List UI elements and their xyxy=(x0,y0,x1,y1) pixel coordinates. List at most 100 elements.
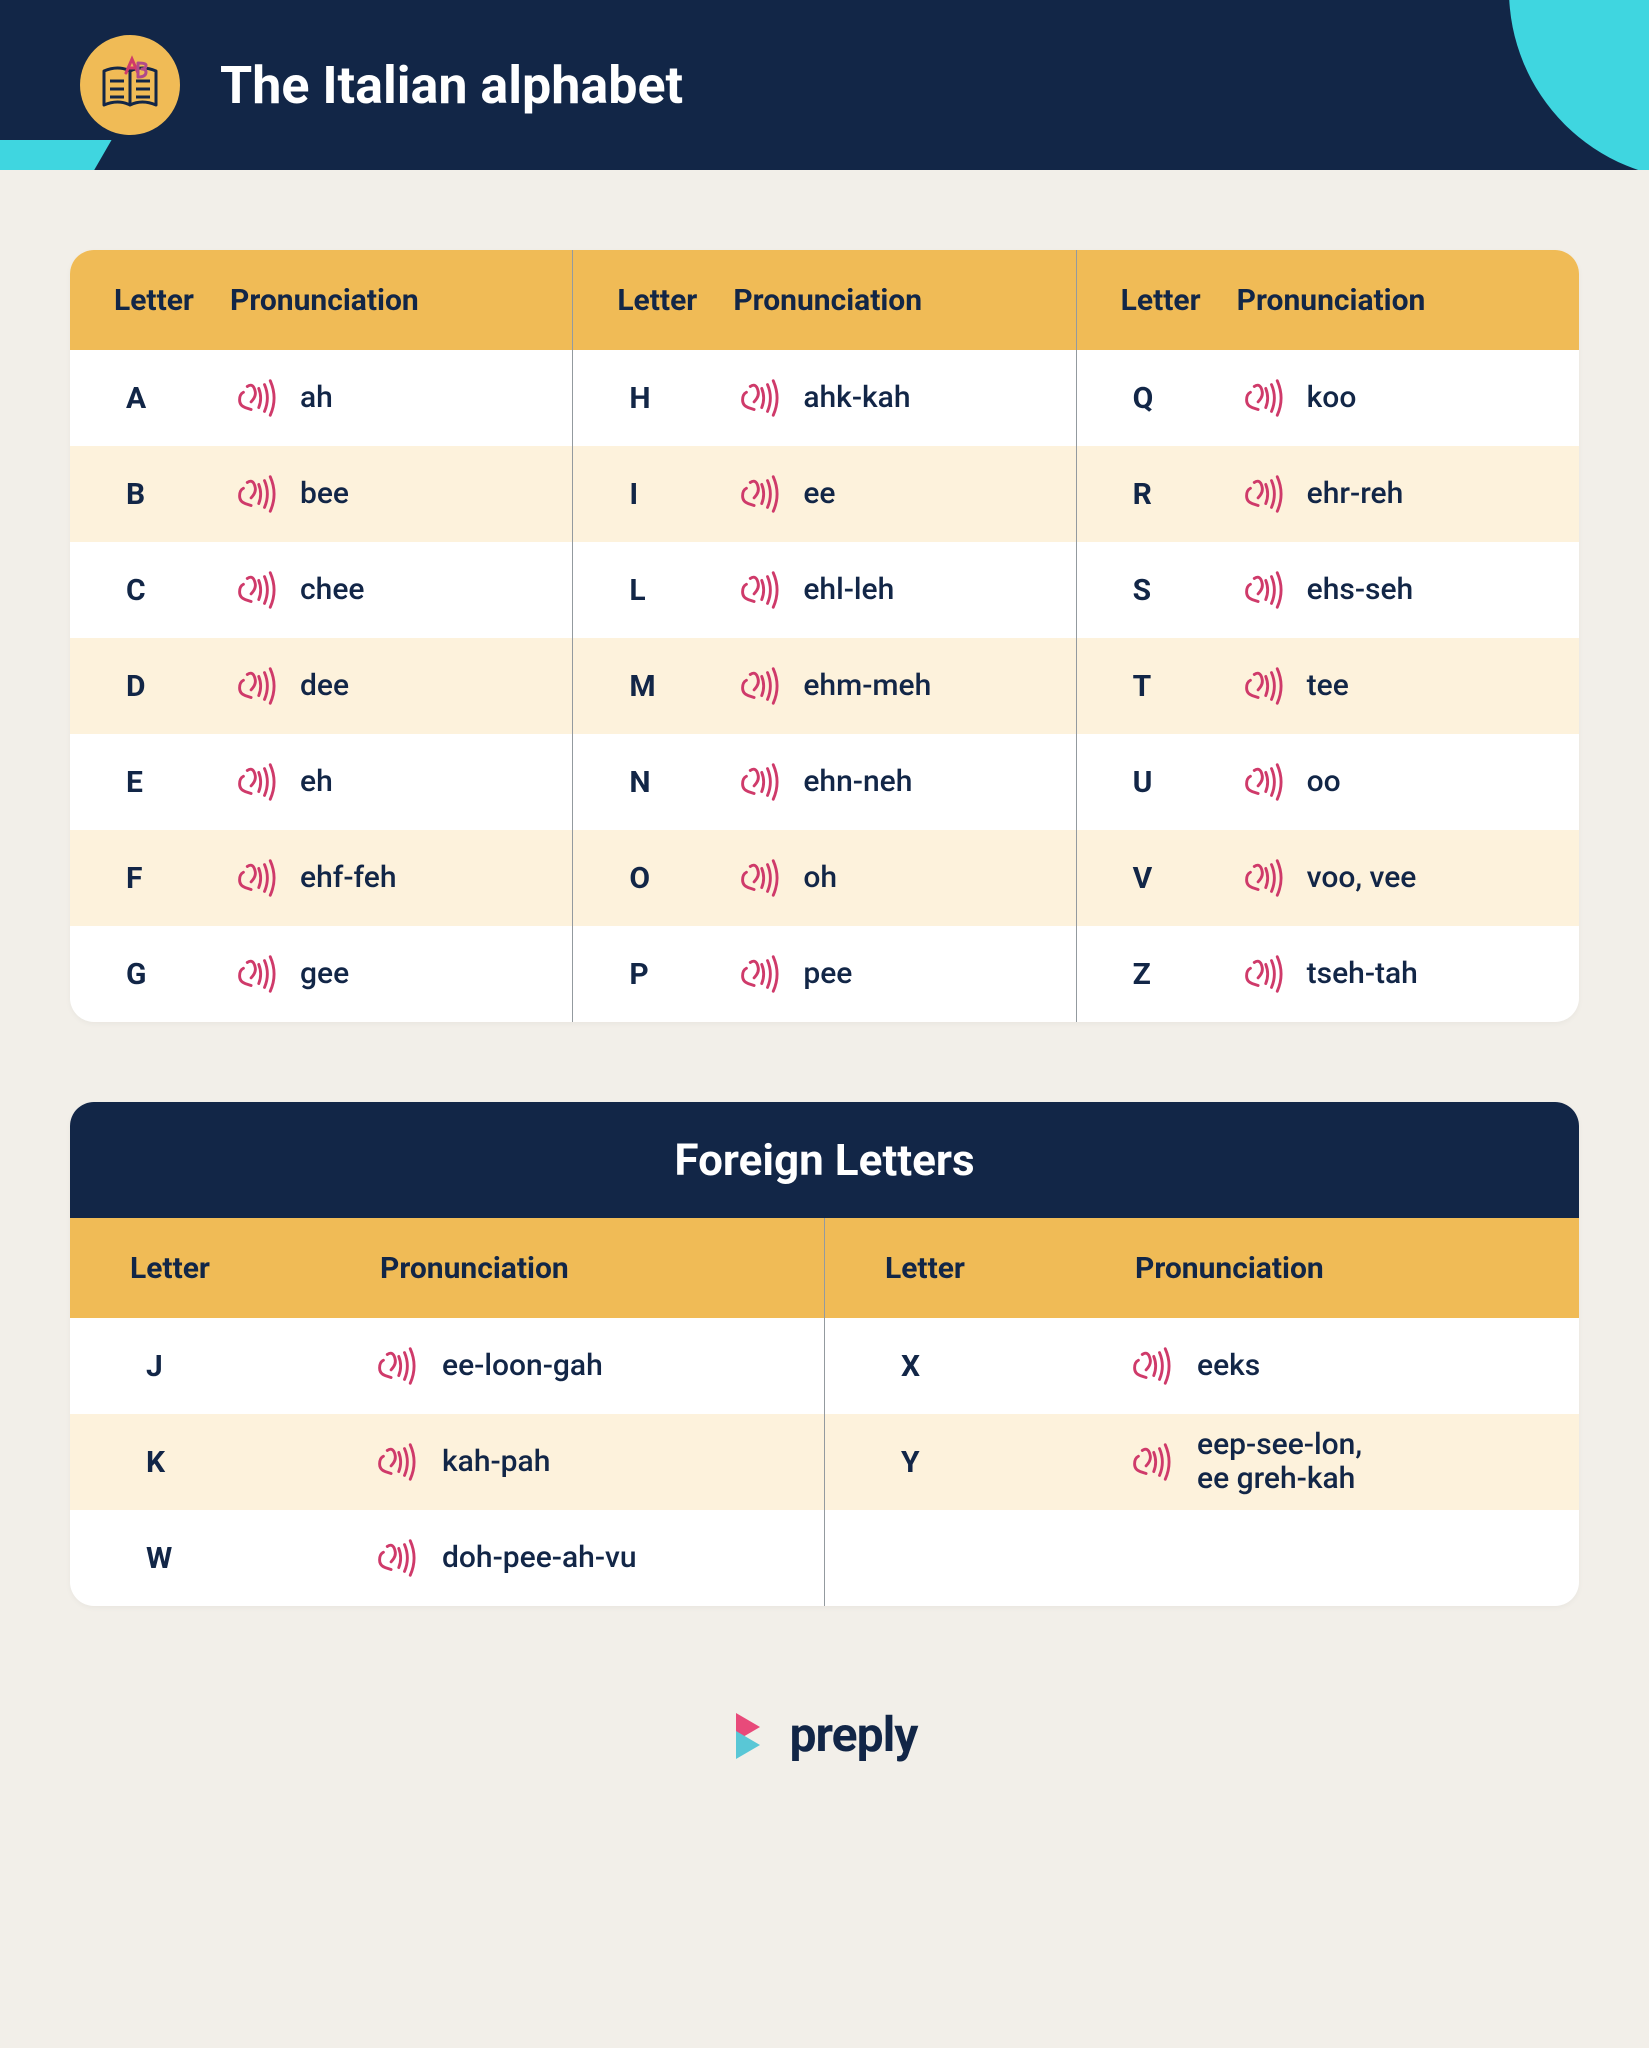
speak-icon[interactable] xyxy=(733,663,779,709)
pronunciation-text: voo, vee xyxy=(1307,861,1417,896)
table-row: Ggee xyxy=(70,926,572,1022)
speak-icon[interactable] xyxy=(230,663,276,709)
speak-icon[interactable] xyxy=(733,375,779,421)
letter-cell: K xyxy=(70,1445,290,1480)
table-row: Lehl-leh xyxy=(573,542,1075,638)
table-row: Rehr-reh xyxy=(1077,446,1579,542)
letter-cell: W xyxy=(70,1541,290,1576)
table-column: LetterPronunciation Qkoo Rehr-reh Sehs-seh T… xyxy=(1076,250,1579,1022)
table-row xyxy=(825,1510,1579,1606)
footer-brand-text: preply xyxy=(790,1706,918,1763)
table-column: LetterPronunciationJee-loon-gahKkah-pahW… xyxy=(70,1218,824,1606)
table-row: Hahk-kah xyxy=(573,350,1075,446)
col-header-pronunciation: Pronunciation xyxy=(290,1251,824,1286)
letter-cell: X xyxy=(825,1349,1045,1384)
speak-icon[interactable] xyxy=(733,759,779,805)
letter-cell: Z xyxy=(1077,957,1237,992)
table-row: Ztseh-tah xyxy=(1077,926,1579,1022)
speak-icon[interactable] xyxy=(230,375,276,421)
foreign-table-title: Foreign Letters xyxy=(70,1102,1579,1218)
pronunciation-cell: ehs-seh xyxy=(1237,567,1579,613)
pronunciation-cell: ehm-meh xyxy=(733,663,1075,709)
letter-cell: S xyxy=(1077,573,1237,608)
pronunciation-text: doh-pee-ah-vu xyxy=(442,1541,637,1576)
speak-icon[interactable] xyxy=(733,951,779,997)
table-row: Mehm-meh xyxy=(573,638,1075,734)
letter-cell: G xyxy=(70,957,230,992)
pronunciation-cell: ehr-reh xyxy=(1237,471,1579,517)
pronunciation-text: ee xyxy=(803,477,835,512)
pronunciation-text: ehs-seh xyxy=(1307,573,1414,608)
col-header-letter: Letter xyxy=(825,1251,1045,1286)
table-row: Wdoh-pee-ah-vu xyxy=(70,1510,824,1606)
pronunciation-cell: ah xyxy=(230,375,572,421)
table-row: Fehf-feh xyxy=(70,830,572,926)
pronunciation-cell: koo xyxy=(1237,375,1579,421)
speak-icon[interactable] xyxy=(1237,663,1283,709)
speak-icon[interactable] xyxy=(1237,567,1283,613)
pronunciation-cell: bee xyxy=(230,471,572,517)
pronunciation-cell: gee xyxy=(230,951,572,997)
col-header-letter: Letter xyxy=(1077,283,1237,318)
pronunciation-text: ehf-feh xyxy=(300,861,397,896)
letter-cell: U xyxy=(1077,765,1237,800)
speak-icon[interactable] xyxy=(370,1439,416,1485)
table-header-row: LetterPronunciation xyxy=(573,250,1075,350)
speak-icon[interactable] xyxy=(370,1535,416,1581)
pronunciation-cell: tee xyxy=(1237,663,1579,709)
speak-icon[interactable] xyxy=(230,759,276,805)
table-header-row: LetterPronunciation xyxy=(70,1218,824,1318)
pronunciation-text: chee xyxy=(300,573,364,608)
pronunciation-cell: oh xyxy=(733,855,1075,901)
letter-cell: E xyxy=(70,765,230,800)
speak-icon[interactable] xyxy=(230,951,276,997)
letter-cell: I xyxy=(573,477,733,512)
table-row: Kkah-pah xyxy=(70,1414,824,1510)
col-header-pronunciation: Pronunciation xyxy=(1045,1251,1579,1286)
pronunciation-text: kah-pah xyxy=(442,1445,550,1480)
speak-icon[interactable] xyxy=(230,855,276,901)
speak-icon[interactable] xyxy=(733,567,779,613)
speak-icon[interactable] xyxy=(1237,855,1283,901)
speak-icon[interactable] xyxy=(1125,1343,1171,1389)
speak-icon[interactable] xyxy=(1125,1439,1171,1485)
col-header-pronunciation: Pronunciation xyxy=(733,283,1075,318)
speak-icon[interactable] xyxy=(1237,759,1283,805)
pronunciation-text: oh xyxy=(803,861,837,896)
pronunciation-text: tee xyxy=(1307,669,1349,704)
table-column: LetterPronunciationHahk-kahIeeLehl-lehMe… xyxy=(572,250,1075,1022)
letter-cell: R xyxy=(1077,477,1237,512)
speak-icon[interactable] xyxy=(1237,375,1283,421)
pronunciation-cell: eh xyxy=(230,759,572,805)
speak-icon[interactable] xyxy=(733,855,779,901)
table-row: Ooh xyxy=(573,830,1075,926)
letter-cell: Q xyxy=(1077,381,1237,416)
speak-icon[interactable] xyxy=(733,471,779,517)
col-header-letter: Letter xyxy=(70,1251,290,1286)
speak-icon[interactable] xyxy=(230,471,276,517)
pronunciation-text: gee xyxy=(300,957,349,992)
pronunciation-text: ahk-kah xyxy=(803,381,910,416)
pronunciation-cell: ehn-neh xyxy=(733,759,1075,805)
table-row: Ttee xyxy=(1077,638,1579,734)
page-header: The Italian alphabet xyxy=(0,0,1649,170)
table-row: Vvoo, vee xyxy=(1077,830,1579,926)
speak-icon[interactable] xyxy=(370,1343,416,1389)
table-column: LetterPronunciationAahBbeeCcheeDdeeEehFe… xyxy=(70,250,572,1022)
table-row: Jee-loon-gah xyxy=(70,1318,824,1414)
content-area: LetterPronunciationAahBbeeCcheeDdeeEehFe… xyxy=(0,170,1649,1646)
pronunciation-cell: chee xyxy=(230,567,572,613)
col-header-letter: Letter xyxy=(573,283,733,318)
speak-icon[interactable] xyxy=(1237,951,1283,997)
letter-cell: Y xyxy=(825,1445,1045,1480)
speak-icon[interactable] xyxy=(230,567,276,613)
speak-icon[interactable] xyxy=(1237,471,1283,517)
pronunciation-text: ehm-meh xyxy=(803,669,931,704)
letter-cell: O xyxy=(573,861,733,896)
pronunciation-cell: doh-pee-ah-vu xyxy=(290,1535,824,1581)
col-header-pronunciation: Pronunciation xyxy=(1237,283,1579,318)
table-row: Ppee xyxy=(573,926,1075,1022)
table-row: Bbee xyxy=(70,446,572,542)
letter-cell: F xyxy=(70,861,230,896)
letter-cell: H xyxy=(573,381,733,416)
